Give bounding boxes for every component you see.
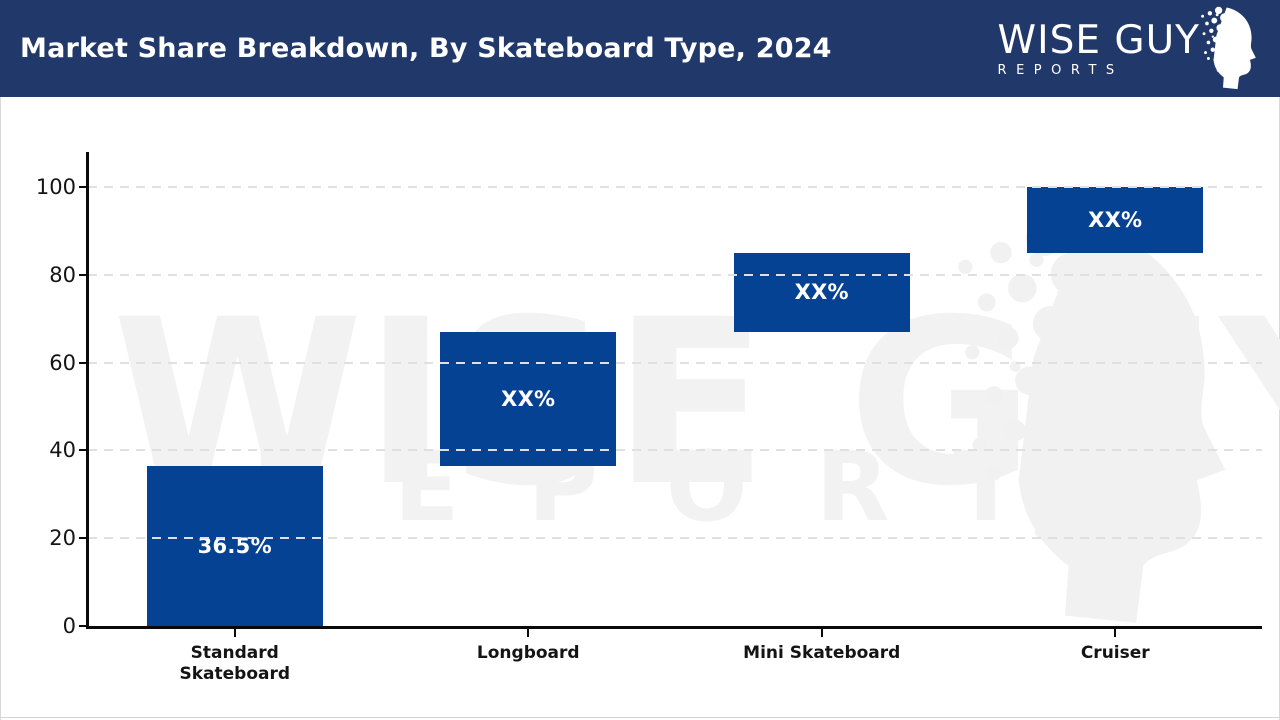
plot: 0 20 40 60 80 100 36.5% Standard Skateboard XX% L… <box>0 97 1280 720</box>
x-axis-category-label-longboard: Longboard <box>476 643 580 663</box>
wise-guy-logo: WISE GUY REPORTS <box>998 6 1262 92</box>
header-bar: Market Share Breakdown, By Skateboard Ty… <box>0 0 1280 97</box>
gridline-80 <box>88 273 1262 276</box>
watermark-dot-head-icon <box>958 220 1226 623</box>
y-axis-tick-label: 80 <box>49 262 76 287</box>
x-axis-category-label-mini-skateboard: Mini Skateboard <box>743 643 901 663</box>
logo-subtitle: REPORTS <box>997 62 1124 78</box>
y-axis-tick <box>79 361 88 364</box>
gridline-20 <box>88 537 1262 540</box>
image-border-left <box>0 97 1 720</box>
y-axis-tick-label: 60 <box>49 350 76 375</box>
x-axis-category-label-standard-skateboard: Standard Skateboard <box>179 643 291 685</box>
y-axis-line <box>86 152 89 629</box>
bar-cruiser: XX% <box>1027 187 1204 253</box>
y-axis-tick <box>79 186 88 188</box>
x-axis-tick <box>1114 629 1117 637</box>
logo-wordmark: WISE GUY <box>997 17 1200 63</box>
y-axis-tick <box>79 625 88 627</box>
gridline-40 <box>88 449 1262 452</box>
bar-value-label-longboard: XX% <box>501 386 556 411</box>
bar-value-label-mini-skateboard: XX% <box>794 280 849 305</box>
y-axis-tick <box>79 449 88 452</box>
y-axis-tick <box>79 537 88 540</box>
gridline-100 <box>88 186 1262 188</box>
x-axis-category-label-cruiser: Cruiser <box>1080 643 1150 663</box>
x-axis-tick <box>527 629 530 637</box>
y-axis-tick-label: 20 <box>49 526 76 551</box>
y-axis-tick <box>79 273 88 276</box>
x-axis-line <box>86 626 1262 629</box>
x-axis-tick <box>820 629 823 637</box>
y-axis-tick-label: 40 <box>49 438 76 463</box>
bar-longboard: XX% <box>440 331 617 466</box>
y-axis-tick-label: 0 <box>62 614 76 638</box>
chart-area: WISE GUY REPORTS 0 20 40 60 80 100 36.5% Standa… <box>0 97 1280 720</box>
x-axis-tick <box>233 629 236 637</box>
chart-title: Market Share Breakdown, By Skateboard Ty… <box>20 33 832 64</box>
image-border-bottom <box>0 717 1280 718</box>
y-axis-tick-label: 100 <box>35 175 76 199</box>
bar-mini-skateboard: XX% <box>733 252 910 332</box>
watermark-subtitle: REPORTS <box>252 431 1224 543</box>
logo-dot-head-icon <box>1201 6 1256 89</box>
logo-text: WISE GUY REPORTS <box>998 21 1200 77</box>
bar-value-label-cruiser: XX% <box>1088 207 1143 232</box>
bar-standard-skateboard: 36.5% <box>146 465 323 626</box>
gridline-60 <box>88 361 1262 364</box>
